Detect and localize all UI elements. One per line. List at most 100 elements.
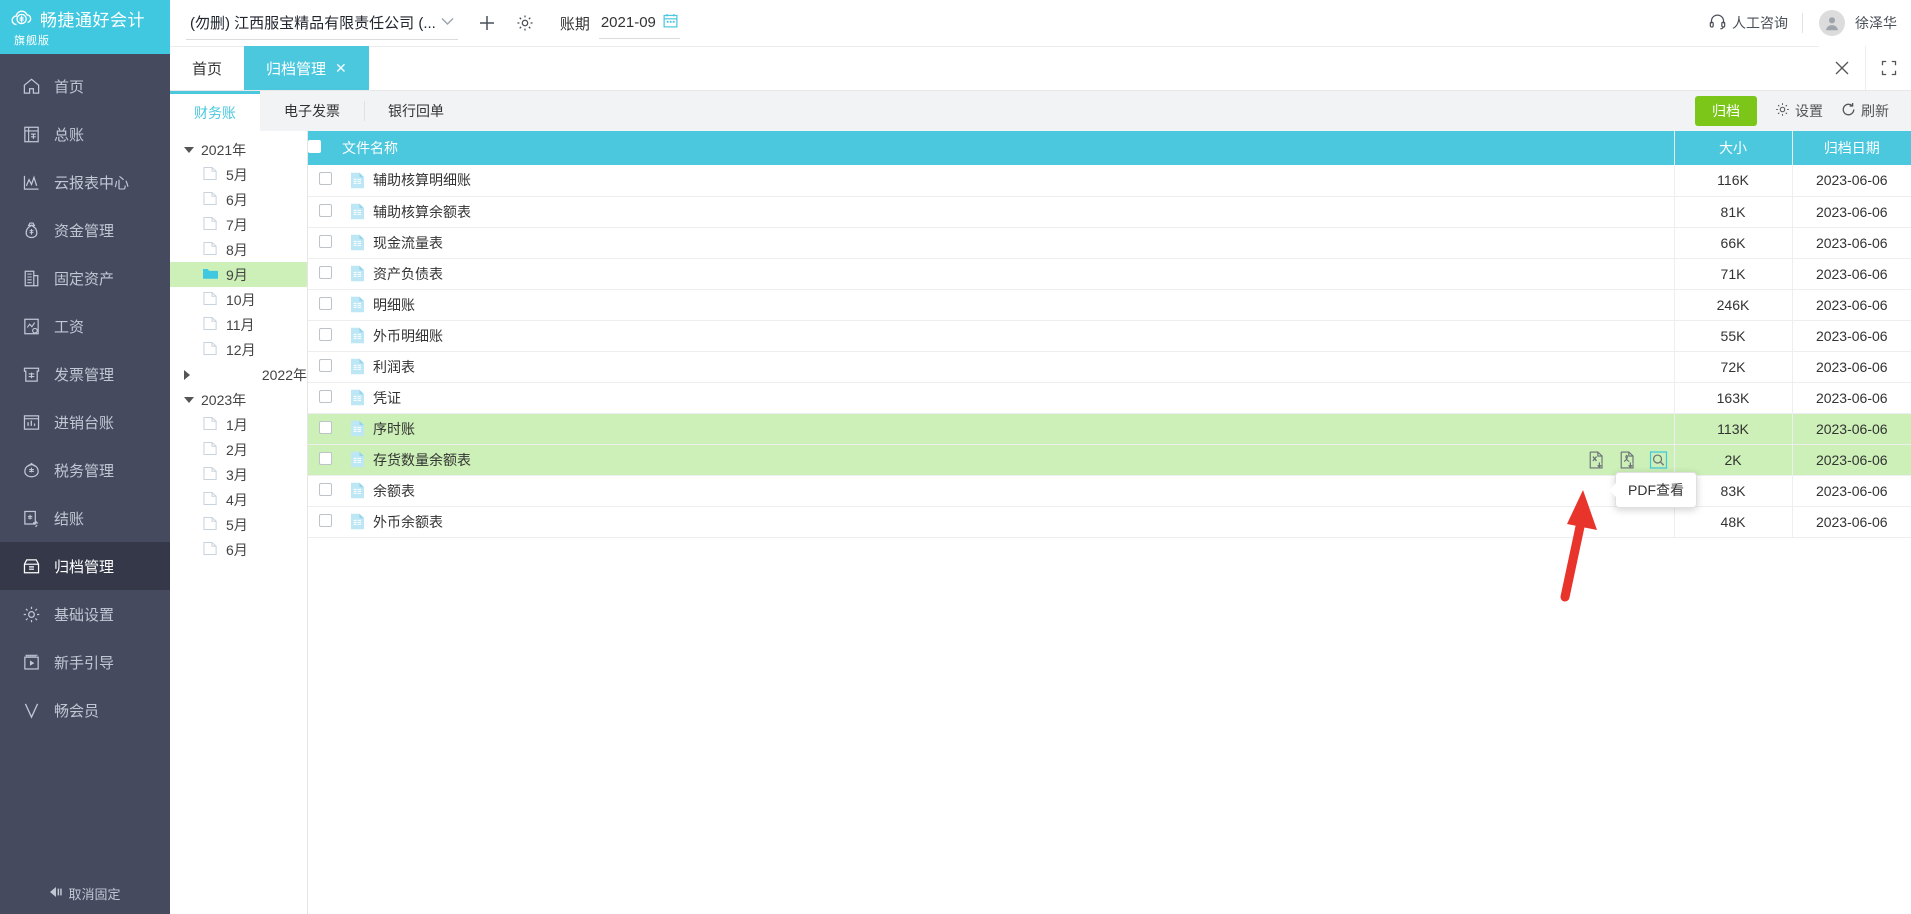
table-row[interactable]: 存货数量余额表 2K 2023-06-06: [308, 444, 1911, 476]
sidebar-item-8[interactable]: 税务管理: [0, 446, 170, 494]
row-checkbox[interactable]: [318, 172, 332, 186]
close-all-tabs-button[interactable]: [1819, 46, 1865, 90]
topbar: (勿删) 江西服宝精品有限责任公司 (... 账期 2021-09: [170, 0, 1911, 47]
file-size: 2K: [1673, 444, 1792, 476]
page-tab-archive[interactable]: 归档管理 ✕: [244, 46, 369, 90]
column-header-date[interactable]: 归档日期: [1792, 131, 1911, 165]
row-checkbox[interactable]: [318, 327, 332, 341]
table-row[interactable]: 辅助核算余额表 81K 2023-06-06: [308, 196, 1911, 228]
table-row[interactable]: 明细账 246K 2023-06-06: [308, 289, 1911, 321]
fullscreen-button[interactable]: [1865, 46, 1911, 90]
table-row[interactable]: 利润表 72K 2023-06-06: [308, 351, 1911, 383]
table-settings-button[interactable]: 设置: [1775, 101, 1823, 121]
file-name-cell: 存货数量余额表: [342, 444, 1674, 476]
tree-month-node[interactable]: 1月: [170, 412, 307, 437]
table-row[interactable]: 外币明细账 55K 2023-06-06: [308, 320, 1911, 352]
module-tab-2[interactable]: 银行回单: [364, 91, 468, 131]
row-checkbox[interactable]: [318, 513, 332, 527]
sidebar-item-12[interactable]: 新手引导: [0, 638, 170, 686]
tree-year-node[interactable]: 2023年: [170, 387, 307, 412]
file-icon: [350, 203, 365, 220]
tree-month-node[interactable]: 8月: [170, 237, 307, 262]
tree-month-node[interactable]: 2月: [170, 437, 307, 462]
tree-month-node[interactable]: 10月: [170, 287, 307, 312]
sidebar-item-5[interactable]: 工资: [0, 302, 170, 350]
table-row[interactable]: 资产负债表 71K 2023-06-06: [308, 258, 1911, 290]
row-checkbox[interactable]: [318, 296, 332, 310]
support-button[interactable]: 人工咨询: [1709, 13, 1802, 33]
tree-month-node[interactable]: 3月: [170, 462, 307, 487]
module-tab-0[interactable]: 财务账: [170, 91, 260, 131]
tree-month-node[interactable]: 4月: [170, 487, 307, 512]
sidebar-item-1[interactable]: 总账: [0, 110, 170, 158]
tree-month-node[interactable]: 6月: [170, 187, 307, 212]
sidebar-item-3[interactable]: 资金管理: [0, 206, 170, 254]
tree-year-node[interactable]: 2021年: [170, 137, 307, 162]
row-checkbox[interactable]: [318, 265, 332, 279]
folder-closed-icon: [202, 316, 219, 334]
sidebar-item-6[interactable]: 发票管理: [0, 350, 170, 398]
column-header-name[interactable]: 文件名称: [342, 131, 1674, 165]
excel-download-icon[interactable]: [1587, 450, 1606, 469]
sidebar-item-9[interactable]: 结账: [0, 494, 170, 542]
tree-month-node[interactable]: 9月: [170, 262, 307, 287]
file-name-cell: 利润表: [342, 351, 1674, 383]
sidebar-item-13[interactable]: 畅会员: [0, 686, 170, 734]
caret-down-icon[interactable]: [184, 396, 194, 403]
page-tab-home[interactable]: 首页: [170, 46, 244, 90]
row-checkbox[interactable]: [318, 482, 332, 496]
folder-closed-icon: [202, 466, 219, 484]
sidebar-item-label: 首页: [54, 78, 85, 96]
close-icon[interactable]: ✕: [335, 59, 347, 76]
topbar-settings-button[interactable]: [516, 14, 534, 32]
row-checkbox[interactable]: [318, 389, 332, 403]
tree-node-label: 6月: [226, 541, 248, 558]
tree-node-label: 5月: [226, 166, 248, 183]
sidebar-item-7[interactable]: 进销台账: [0, 398, 170, 446]
user-menu[interactable]: 徐泽华: [1803, 10, 1897, 36]
tree-month-node[interactable]: 12月: [170, 337, 307, 362]
tree-node-label: 6月: [226, 191, 248, 208]
table-row[interactable]: 序时账 113K 2023-06-06: [308, 413, 1911, 445]
table-row[interactable]: 辅助核算明细账 116K 2023-06-06: [308, 165, 1911, 197]
table-row[interactable]: 现金流量表 66K 2023-06-06: [308, 227, 1911, 259]
row-checkbox[interactable]: [318, 234, 332, 248]
tree-year-node[interactable]: 2022年: [170, 362, 307, 387]
sidebar-item-2[interactable]: 云报表中心: [0, 158, 170, 206]
sidebar-item-label: 工资: [54, 318, 85, 336]
sidebar-item-4[interactable]: 固定资产: [0, 254, 170, 302]
period-selector[interactable]: 2021-09: [598, 8, 680, 39]
add-company-button[interactable]: [478, 14, 496, 32]
tree-month-node[interactable]: 6月: [170, 537, 307, 562]
select-all-checkbox[interactable]: [308, 140, 321, 153]
row-checkbox[interactable]: [318, 451, 332, 465]
pdf-download-icon[interactable]: [1618, 450, 1637, 469]
sidebar: 畅捷通好会计 旗舰版 首页 总账 云报表中心 资金管理 固定资产 工资 发票管理 进销台账 税务…: [0, 0, 170, 914]
module-tab-label: 银行回单: [388, 103, 444, 119]
pdf-preview-tooltip: PDF查看: [1615, 472, 1697, 508]
tree-month-node[interactable]: 5月: [170, 162, 307, 187]
file-size: 163K: [1673, 382, 1792, 414]
sidebar-item-10[interactable]: 归档管理: [0, 542, 170, 590]
archive-button[interactable]: 归档: [1695, 95, 1757, 127]
column-header-size[interactable]: 大小: [1674, 131, 1792, 165]
row-checkbox[interactable]: [318, 203, 332, 217]
module-tab-1[interactable]: 电子发票: [260, 91, 364, 131]
row-checkbox[interactable]: [318, 358, 332, 372]
row-checkbox[interactable]: [318, 420, 332, 434]
sidebar-item-0[interactable]: 首页: [0, 62, 170, 110]
table-row[interactable]: 外币余额表 48K 2023-06-06: [308, 506, 1911, 538]
caret-right-icon[interactable]: [184, 369, 255, 380]
caret-down-icon[interactable]: [184, 146, 194, 153]
refresh-button[interactable]: 刷新: [1841, 101, 1889, 121]
sidebar-item-11[interactable]: 基础设置: [0, 590, 170, 638]
tree-month-node[interactable]: 7月: [170, 212, 307, 237]
company-selector[interactable]: (勿删) 江西服宝精品有限责任公司 (...: [186, 7, 458, 40]
refresh-label: 刷新: [1861, 103, 1889, 119]
table-row[interactable]: 凭证 163K 2023-06-06: [308, 382, 1911, 414]
file-name-cell: 现金流量表: [342, 227, 1674, 259]
pdf-preview-icon[interactable]: [1649, 450, 1668, 469]
sidebar-pin-toggle[interactable]: 取消固定: [0, 872, 170, 914]
tree-month-node[interactable]: 5月: [170, 512, 307, 537]
tree-month-node[interactable]: 11月: [170, 312, 307, 337]
